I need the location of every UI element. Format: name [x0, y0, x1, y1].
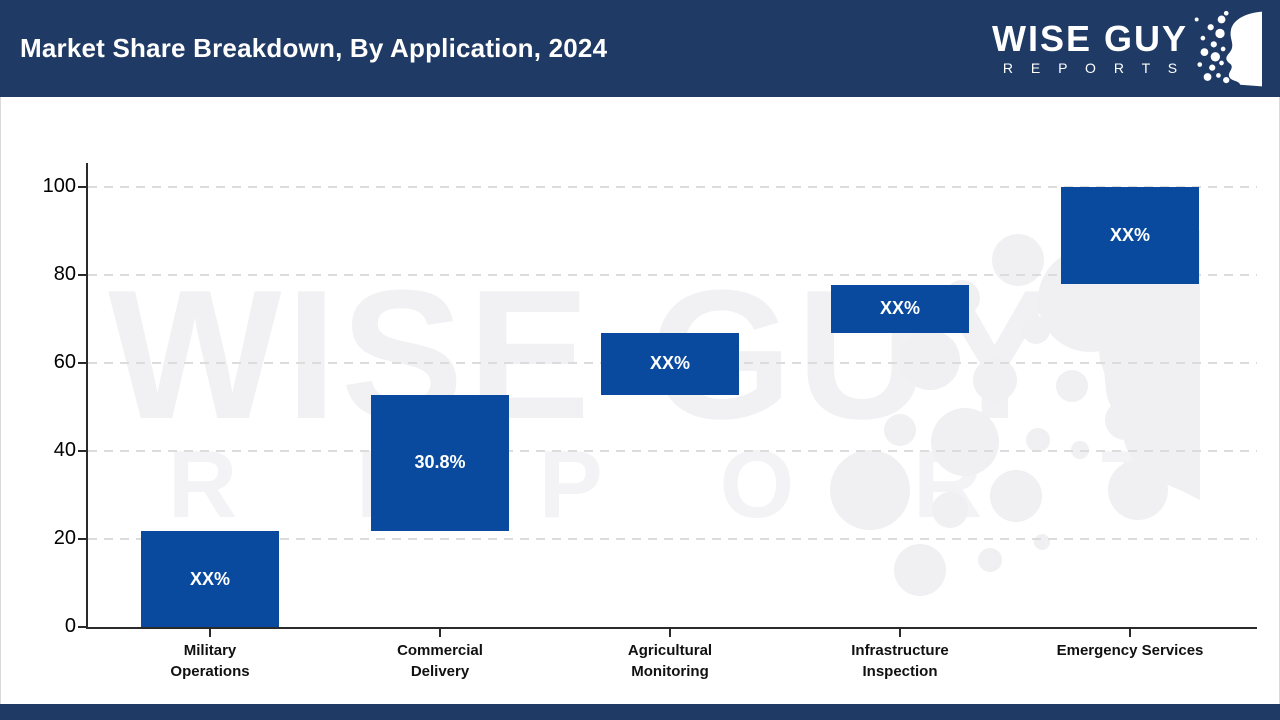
y-axis-tick [78, 362, 88, 364]
x-axis-tick [1129, 629, 1131, 637]
x-axis-category-label: Commercial Delivery [397, 642, 483, 680]
x-axis-line [86, 627, 1257, 629]
page-title: Market Share Breakdown, By Application, … [20, 33, 608, 63]
y-axis-tick [78, 626, 88, 628]
brand-logo-text: WISE GUY R E P O R T S [991, 18, 1188, 77]
y-axis-tick [78, 186, 88, 188]
footer-bar [0, 704, 1280, 720]
bar-commercial-delivery: 30.8% [371, 395, 509, 531]
y-axis-tick [78, 274, 88, 276]
y-axis-tick-label: 60 [53, 351, 76, 373]
y-axis-tick-label: 0 [64, 615, 76, 637]
y-gridline [88, 538, 1257, 540]
bar-value-label: XX% [649, 353, 691, 374]
bar-value-label: XX% [1109, 225, 1151, 246]
brand-head-icon [1194, 10, 1262, 86]
x-axis-tick [439, 629, 441, 637]
bar-value-label: 30.8% [414, 452, 466, 473]
bar-infrastructure-inspection: XX% [831, 284, 969, 333]
y-axis-tick [78, 538, 88, 540]
x-axis-tick [899, 629, 901, 637]
bar-value-label: XX% [879, 298, 921, 319]
header-bar: Market Share Breakdown, By Application, … [0, 0, 1280, 97]
brand-subtitle: R E P O R T S [1002, 60, 1185, 76]
x-axis-category-label: Military Operations [170, 642, 250, 680]
y-axis-tick-label: 40 [53, 439, 76, 461]
y-axis-line [86, 163, 88, 627]
x-axis-category-label: Emergency Services [1056, 642, 1204, 659]
bar-value-label: XX% [189, 568, 231, 589]
bar-emergency-services: XX% [1061, 187, 1199, 285]
brand-name: WISE GUY [991, 18, 1188, 59]
y-gridline [88, 186, 1257, 188]
y-gridline [88, 274, 1257, 276]
x-axis-tick [669, 629, 671, 637]
y-axis-tick-label: 80 [53, 263, 76, 285]
bar-military-operations: XX% [141, 531, 279, 627]
y-axis-tick [78, 450, 88, 452]
y-gridline [88, 450, 1257, 452]
brand-logo: WISE GUY R E P O R T S [992, 9, 1262, 89]
x-axis-category-label: Infrastructure Inspection [851, 642, 949, 680]
x-axis-category-label: Agricultural Monitoring [627, 642, 713, 680]
y-axis-tick-label: 100 [42, 175, 76, 197]
y-axis-tick-label: 20 [53, 527, 76, 549]
x-axis-tick [209, 629, 211, 637]
bar-agricultural-monitoring: XX% [601, 332, 739, 396]
